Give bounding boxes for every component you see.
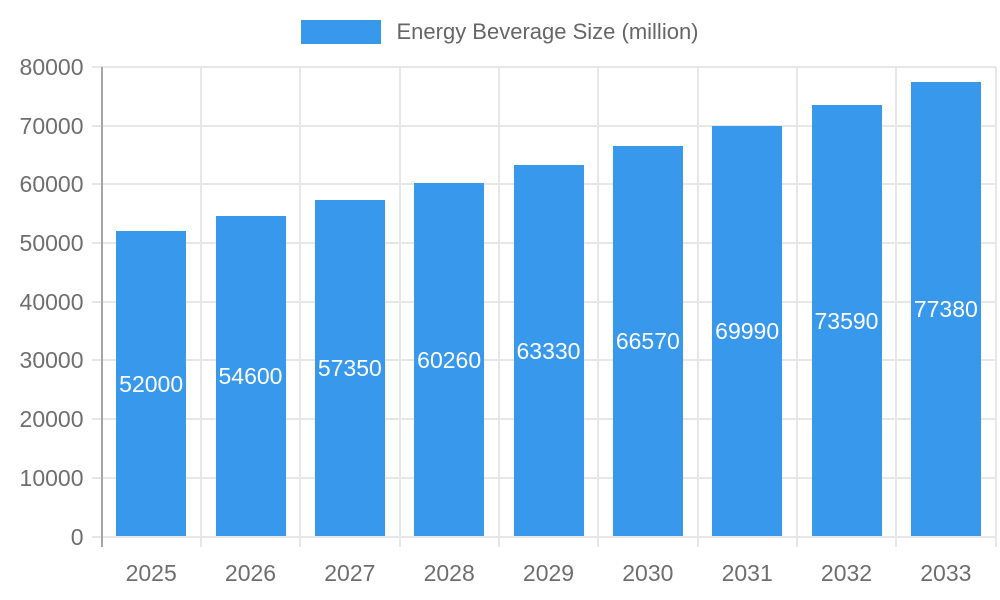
x-axis-tick-label: 2027 [324,559,376,586]
gridline-v [895,67,898,547]
x-axis-tick-label: 2030 [622,559,674,586]
bar-value-label: 57350 [317,355,382,382]
x-axis-tick-label: 2028 [423,559,475,586]
bar-2029[interactable] [513,164,584,537]
gridline-v [597,67,600,547]
y-axis-line [100,67,103,547]
bar-value-label: 73590 [814,307,879,334]
y-axis-tick-label: 60000 [19,171,84,198]
x-axis-tick-label: 2025 [125,559,177,586]
x-axis-tick-label: 2029 [522,559,575,586]
y-axis-tick-label: 30000 [19,347,84,374]
gridline-v [398,67,401,547]
gridline-v [994,67,997,547]
bar-2025[interactable] [116,231,187,537]
bar-2027[interactable] [314,199,385,537]
bar-value-label: 77380 [913,296,978,323]
gridline-h [91,66,996,68]
bar-2033[interactable] [910,82,981,537]
gridline-h [91,124,996,127]
legend-item[interactable]: Energy Beverage Size (million) [301,19,699,44]
y-axis-tick-label: 20000 [19,406,84,433]
legend-label: Energy Beverage Size (million) [396,19,699,44]
gridline-v [795,67,798,547]
bar-2032[interactable] [811,104,882,537]
bar-2030[interactable] [612,145,683,537]
bar-value-label: 52000 [119,370,184,397]
bar-2028[interactable] [414,182,485,537]
bar-value-label: 66570 [615,328,680,355]
bar-value-label: 54600 [218,363,283,390]
bar-2031[interactable] [712,125,783,537]
x-axis-tick-label: 2032 [820,559,873,586]
gridline-v [199,67,202,547]
x-axis-tick-label: 2031 [721,559,773,586]
x-axis-tick-label: 2033 [920,559,972,586]
gridline-v [299,67,302,547]
bar-value-label: 69990 [715,318,780,345]
y-axis-tick-label: 10000 [19,464,84,491]
legend-swatch-icon [301,20,382,44]
gridline-h [91,535,996,538]
gridline-v [696,67,699,547]
y-axis-tick-label: 0 [70,523,84,550]
bar-2026[interactable] [215,216,286,537]
gridline-v [497,67,500,547]
y-axis-tick-label: 40000 [19,288,84,315]
legend: Energy Beverage Size (million) [0,20,1000,44]
y-axis-tick-label: 80000 [19,54,84,80]
y-axis-tick-label: 70000 [19,112,84,139]
bar-value-label: 63330 [516,337,581,364]
y-axis-tick-label: 50000 [19,230,84,257]
x-axis-tick-label: 2026 [224,559,277,586]
bar-value-label: 60260 [417,346,482,373]
